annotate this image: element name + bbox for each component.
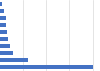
Bar xyxy=(0,58,28,62)
Bar xyxy=(0,2,2,5)
Bar xyxy=(0,37,8,41)
Bar xyxy=(0,16,6,20)
Bar xyxy=(0,51,13,55)
Bar xyxy=(0,65,93,69)
Bar xyxy=(0,30,7,34)
Bar xyxy=(0,9,4,13)
Bar xyxy=(0,23,6,27)
Bar xyxy=(0,44,10,48)
